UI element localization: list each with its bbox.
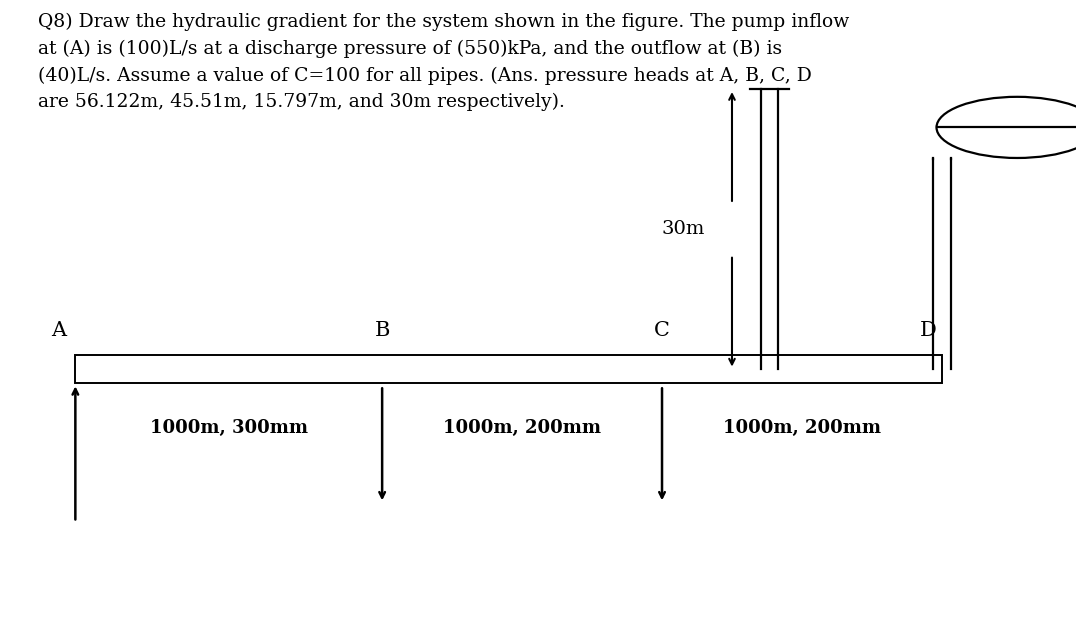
Bar [76,355,942,383]
Text: 1000m, 200mm: 1000m, 200mm [443,419,602,436]
Text: Q8) Draw the hydraulic gradient for the system shown in the figure. The pump inf: Q8) Draw the hydraulic gradient for the … [38,13,849,111]
Text: A: A [52,320,67,340]
Ellipse shape [936,97,1080,158]
Text: 1000m, 200mm: 1000m, 200mm [723,419,881,436]
Text: 1000m, 300mm: 1000m, 300mm [150,419,308,436]
Text: D: D [920,320,936,340]
Text: C: C [654,320,670,340]
Text: 30m: 30m [662,220,705,238]
Text: B: B [375,320,390,340]
